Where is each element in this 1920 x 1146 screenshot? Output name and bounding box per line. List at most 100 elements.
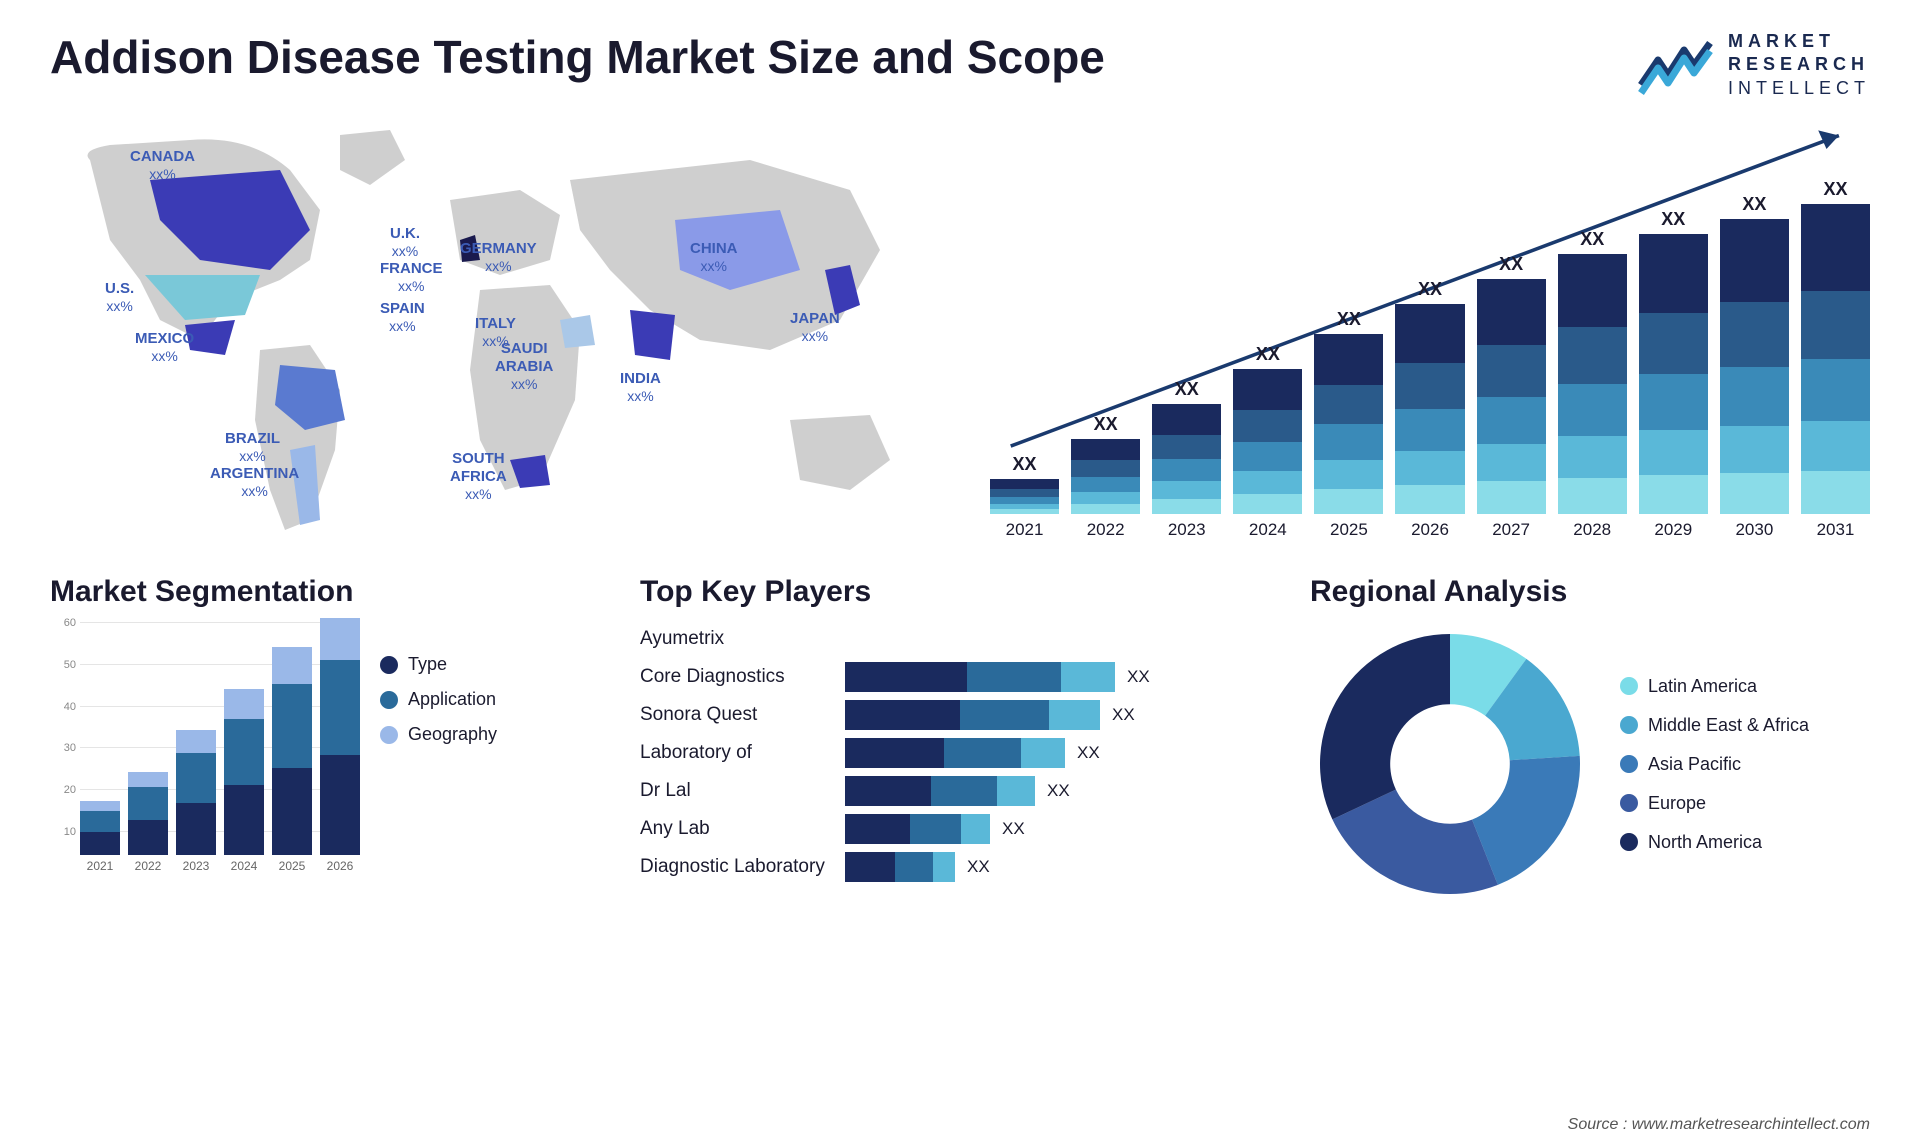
player-row: XX [845,662,1280,692]
growth-segment [1639,234,1708,312]
donut-slice [1320,634,1450,819]
player-row: XX [845,852,1280,882]
growth-value-label: XX [1094,414,1118,435]
growth-segment [1395,451,1464,485]
player-bar [845,852,955,882]
growth-segment [1720,367,1789,426]
growth-year-label: 2027 [1492,520,1530,540]
growth-segment [1639,430,1708,475]
growth-bar [990,479,1059,514]
legend-item: Type [380,654,497,675]
country-label: INDIAxx% [620,370,661,406]
player-segment [997,776,1035,806]
legend-label: Type [408,654,447,675]
country-label: ARGENTINAxx% [210,465,299,501]
seg-column: 2026 [320,618,360,874]
growth-segment [1477,444,1546,482]
growth-value-label: XX [1175,379,1199,400]
seg-year-label: 2025 [279,859,306,873]
country-label: SPAINxx% [380,300,425,336]
growth-segment [1477,345,1546,397]
growth-segment [1395,363,1464,409]
growth-value-label: XX [1499,254,1523,275]
player-label: Diagnostic Laboratory [640,852,830,882]
player-value-label: XX [1002,819,1025,839]
growth-segment [1558,254,1627,327]
growth-segment [1477,397,1546,444]
growth-segment [1720,219,1789,302]
growth-column: XX2023 [1152,379,1221,540]
country-label: FRANCExx% [380,260,443,296]
regional-legend: Latin AmericaMiddle East & AfricaAsia Pa… [1620,676,1809,853]
growth-segment [1477,481,1546,514]
seg-year-label: 2024 [231,859,258,873]
legend-dot [380,726,398,744]
growth-column: XX2030 [1720,194,1789,540]
growth-segment [1071,492,1140,504]
growth-segment [1801,471,1870,514]
gridline [80,622,360,623]
legend-item: Asia Pacific [1620,754,1809,775]
country-label: GERMANYxx% [460,240,537,276]
seg-segment [80,811,120,833]
axis-tick: 50 [64,659,76,671]
legend-item: Europe [1620,793,1809,814]
growth-year-label: 2025 [1330,520,1368,540]
growth-segment [1071,477,1140,492]
player-label: Ayumetrix [640,624,830,654]
growth-column: XX2026 [1395,279,1464,540]
axis-tick: 40 [64,701,76,713]
growth-segment [1801,359,1870,421]
seg-column: 2024 [224,689,264,874]
segmentation-panel: Market Segmentation 102030405060 2021202… [50,575,610,895]
seg-column: 2023 [176,730,216,873]
seg-segment [320,755,360,855]
player-segment [845,814,910,844]
growth-value-label: XX [1742,194,1766,215]
seg-segment [320,660,360,755]
growth-segment [1558,436,1627,478]
growth-value-label: XX [1661,209,1685,230]
seg-segment [176,730,216,753]
player-segment [845,662,967,692]
growth-segment [990,479,1059,489]
growth-chart-panel: XX2021XX2022XX2023XX2024XX2025XX2026XX20… [990,120,1870,540]
brand-logo: MARKET RESEARCH INTELLECT [1636,30,1870,100]
seg-segment [128,820,168,855]
growth-segment [1395,485,1464,514]
legend-item: Middle East & Africa [1620,715,1809,736]
player-segment [960,700,1049,730]
growth-segment [1152,435,1221,459]
growth-segment [1314,334,1383,384]
growth-value-label: XX [1256,344,1280,365]
seg-bar [320,618,360,856]
segmentation-legend: TypeApplicationGeography [380,624,497,895]
growth-segment [1233,471,1302,494]
growth-segment [1801,421,1870,471]
player-bar [845,700,1100,730]
legend-dot [380,656,398,674]
growth-bar [1071,439,1140,514]
growth-segment [990,509,1059,514]
growth-bar [1801,204,1870,514]
growth-bar [1558,254,1627,514]
player-row: XX [845,700,1280,730]
growth-segment [990,489,1059,497]
logo-icon [1636,35,1716,95]
seg-segment [224,689,264,719]
growth-segment [1071,504,1140,515]
player-segment [967,662,1062,692]
player-segment [933,852,955,882]
country-label: SAUDIARABIAxx% [495,340,553,394]
player-bar [845,662,1115,692]
regional-panel: Regional Analysis Latin AmericaMiddle Ea… [1310,575,1870,895]
player-row: XX [845,814,1280,844]
growth-value-label: XX [1580,229,1604,250]
legend-label: Middle East & Africa [1648,715,1809,736]
growth-column: XX2031 [1801,179,1870,540]
player-value-label: XX [1047,781,1070,801]
player-label: Core Diagnostics [640,662,830,692]
players-title: Top Key Players [640,575,1280,609]
growth-year-label: 2024 [1249,520,1287,540]
player-label: Sonora Quest [640,700,830,730]
